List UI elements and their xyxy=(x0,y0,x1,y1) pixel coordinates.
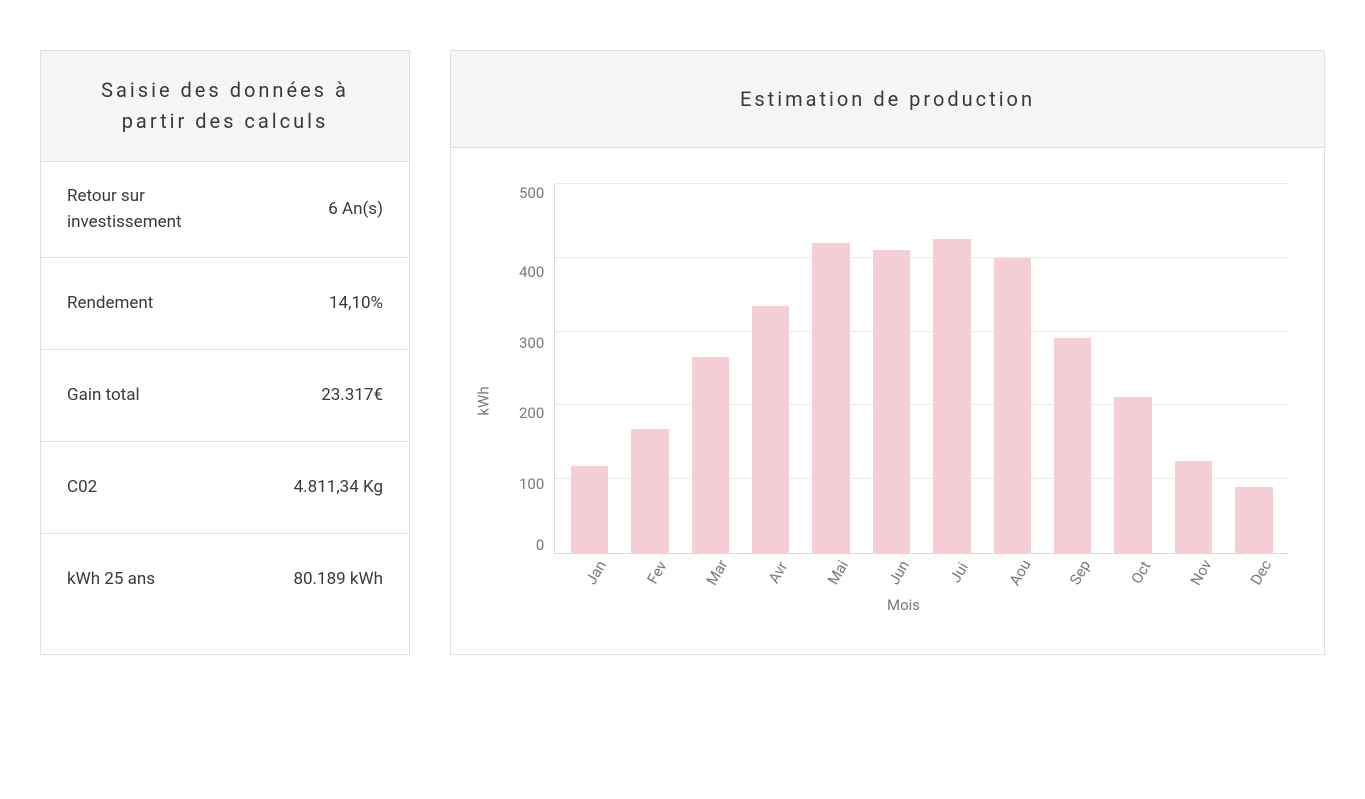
chart-bar xyxy=(994,258,1031,553)
chart-y-tick-label: 300 xyxy=(519,334,544,352)
data-entry-row: C02 4.811,34 Kg xyxy=(41,442,409,534)
data-entry-row: Retour sur investissement 6 An(s) xyxy=(41,162,409,258)
data-entry-row: Gain total 23.317€ xyxy=(41,350,409,442)
data-entry-value: 14,10% xyxy=(329,291,383,317)
chart-bar xyxy=(1175,461,1212,553)
chart-y-tick-label: 100 xyxy=(519,475,544,493)
data-entry-label: C02 xyxy=(67,475,97,501)
chart-bar-slot xyxy=(1103,184,1163,553)
chart-bar xyxy=(933,239,970,553)
chart-bar-slot xyxy=(1163,184,1223,553)
chart-bar xyxy=(873,250,910,553)
chart-x-tick-row: JanFevMarAvrMaiJunJuiAouSepOctNovDec xyxy=(519,554,1288,586)
chart-bar xyxy=(631,429,668,553)
chart-bar xyxy=(1114,397,1151,553)
chart-area: kWh 500 400 300 200 100 0 JanFevMarAvrMaiJunJ… xyxy=(451,148,1324,654)
data-entry-row: kWh 25 ans 80.189 kWh xyxy=(41,534,409,626)
chart-bar xyxy=(1054,338,1091,553)
data-entry-card-title: Saisie des données à partir des calculs xyxy=(41,51,409,162)
chart-bar xyxy=(752,306,789,553)
production-chart-card: Estimation de production kWh 500 400 300 20… xyxy=(450,50,1325,655)
data-entry-value: 23.317€ xyxy=(321,383,383,409)
chart-x-axis-label: Mois xyxy=(519,596,1288,614)
chart-bar-slot xyxy=(801,184,861,553)
chart-bar-slot xyxy=(620,184,680,553)
chart-y-axis-label: kWh xyxy=(475,386,493,415)
chart-bar xyxy=(692,357,729,553)
chart-bar-slot xyxy=(1224,184,1284,553)
chart-bar xyxy=(812,243,849,553)
data-entry-value: 6 An(s) xyxy=(328,197,383,223)
chart-bars xyxy=(555,184,1288,553)
data-entry-value: 80.189 kWh xyxy=(293,567,383,593)
data-entry-rows: Retour sur investissement 6 An(s) Rendemen… xyxy=(41,162,409,626)
chart-y-tick-spacer xyxy=(519,554,554,586)
production-chart-title: Estimation de production xyxy=(451,51,1324,148)
chart-plot-wrap: 500 400 300 200 100 0 xyxy=(519,184,1288,554)
chart-y-tick-label: 500 xyxy=(519,184,544,202)
data-entry-label: Rendement xyxy=(67,291,153,317)
chart-y-tick-label: 200 xyxy=(519,404,544,422)
dashboard-row: Saisie des données à partir des calculs … xyxy=(40,50,1325,655)
data-entry-label: Gain total xyxy=(67,383,140,409)
chart-plot xyxy=(554,184,1288,554)
chart-bar-slot xyxy=(922,184,982,553)
chart-x-ticks: JanFevMarAvrMaiJunJuiAouSepOctNovDec xyxy=(554,568,1288,586)
chart-y-tick-label: 0 xyxy=(536,536,544,554)
chart-bar-slot xyxy=(1042,184,1102,553)
chart-bar-slot xyxy=(680,184,740,553)
data-entry-label: kWh 25 ans xyxy=(67,567,155,593)
data-entry-card: Saisie des données à partir des calculs … xyxy=(40,50,410,655)
chart-bar-slot xyxy=(559,184,619,553)
data-entry-value: 4.811,34 Kg xyxy=(294,475,383,501)
chart-bar xyxy=(571,466,608,553)
chart-bar-slot xyxy=(740,184,800,553)
chart-y-tick-label: 400 xyxy=(519,263,544,281)
data-entry-row: Rendement 14,10% xyxy=(41,258,409,350)
data-entry-label: Retour sur investissement xyxy=(67,184,247,235)
chart-bar-slot xyxy=(861,184,921,553)
chart-bar-slot xyxy=(982,184,1042,553)
chart-y-ticks: 500 400 300 200 100 0 xyxy=(519,184,554,554)
